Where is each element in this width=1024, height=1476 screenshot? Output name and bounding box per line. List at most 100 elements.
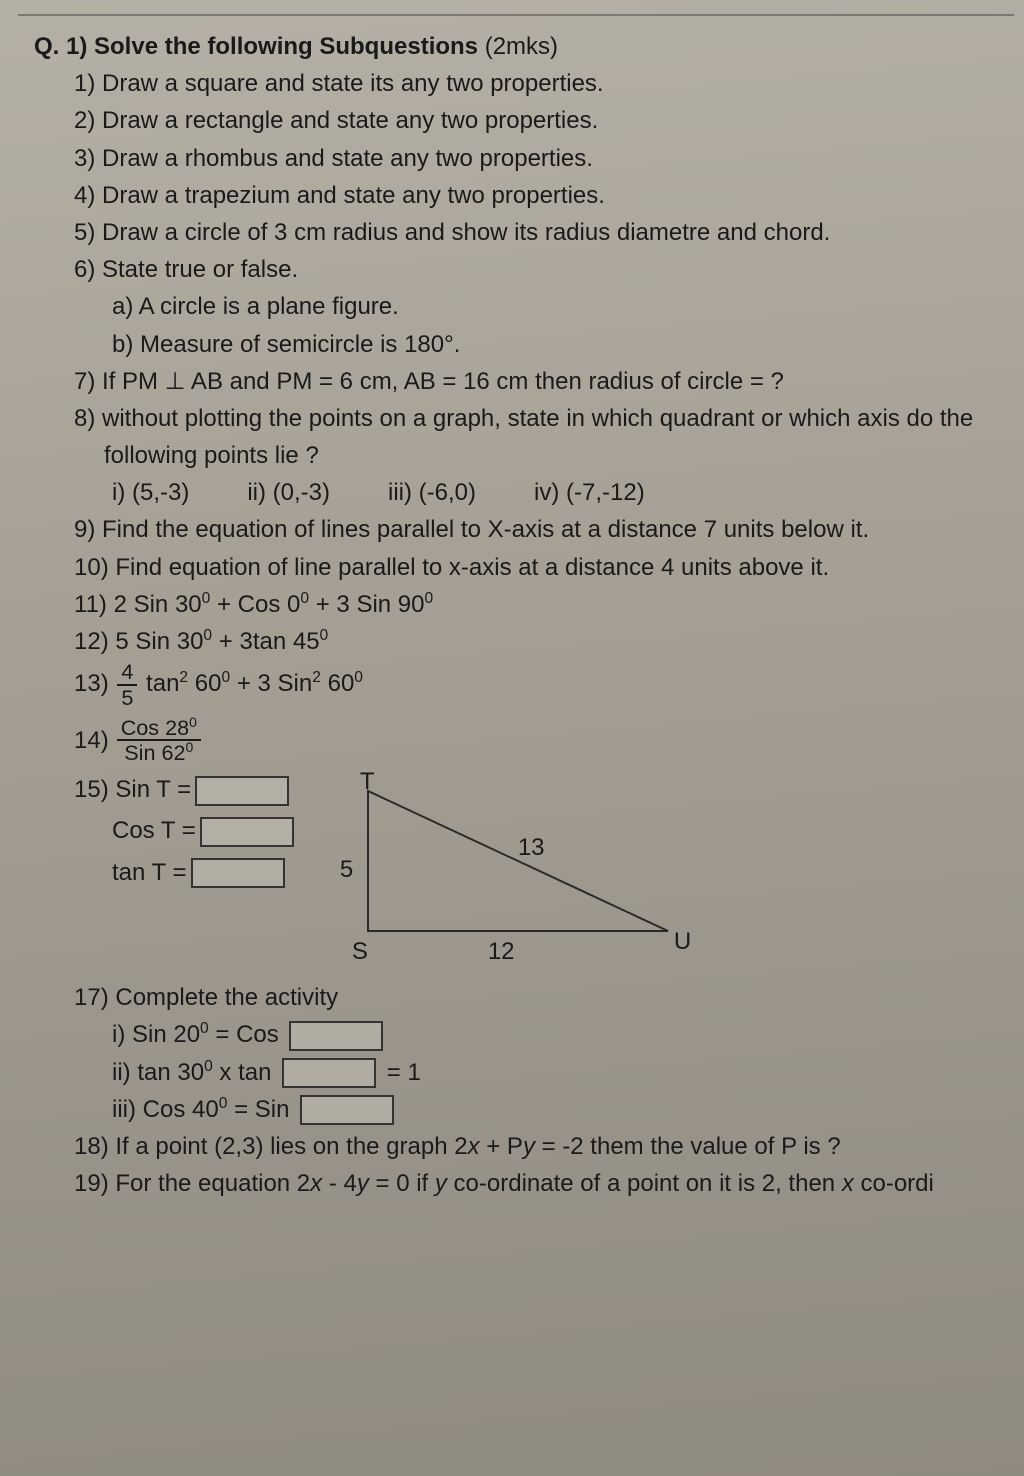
s15-sin-row: 15) Sin T = [74,771,298,808]
sub-6a: a) A circle is a plane figure. [112,288,1004,325]
deg-icon: 0 [203,627,212,644]
s18-c: = -2 them the value of P is ? [535,1133,841,1160]
s14-pre: 14) [74,722,109,759]
s17i-b: = Cos [215,1021,285,1048]
den-text: Sin 62 [124,740,185,765]
opt-iv: iv) (-7,-12) [534,474,645,511]
q-marks: (2mks) [485,33,558,60]
s19-x2: x [842,1170,854,1197]
s19-a: 19) For the equation 2 [74,1170,310,1197]
blank-box-icon [200,817,294,847]
sub-1: 1) Draw a square and state its any two p… [74,65,1004,102]
top-rule [18,14,1014,16]
s14-num: Cos 280 [117,716,201,742]
s13-adeg: 60 [188,670,221,697]
s12-a: 12) 5 Sin 30 [74,628,203,655]
s15-cos: Cos T = [112,817,196,844]
s18-b: + P [480,1133,523,1160]
sub-17: 17) Complete the activity [74,979,1004,1016]
sub-11: 11) 2 Sin 300 + Cos 00 + 3 Sin 900 [74,586,1004,623]
q-prefix: Q. 1) [34,33,87,60]
deg-icon: 0 [320,627,329,644]
sub-17iii: iii) Cos 400 = Sin [112,1091,1004,1128]
deg-icon: 0 [221,669,230,686]
sub-5: 5) Draw a circle of 3 cm radius and show… [74,214,1004,251]
opt-iii: iii) (-6,0) [388,474,476,511]
sub-9: 9) Find the equation of lines parallel t… [74,511,1004,548]
triangle-diagram: T 5 S 12 U 13 [328,771,708,961]
s15-sin: 15) Sin T = [74,776,191,803]
label-U: U [674,923,691,960]
s18-a: 18) If a point (2,3) lies on the graph 2 [74,1133,468,1160]
deg-icon: 0 [425,590,434,607]
s19-x: x [310,1170,322,1197]
s14-den: Sin 620 [117,741,201,765]
blank-box-icon [282,1058,376,1088]
s11-c: + 3 Sin 90 [316,591,425,618]
opt-ii: ii) (0,-3) [247,474,330,511]
deg-icon: 0 [354,669,363,686]
sub-17ii: ii) tan 300 x tan = 1 [112,1054,1004,1091]
sub-14: 14) Cos 280 Sin 620 [74,716,1004,766]
sub-15-eqs: 15) Sin T = Cos T = tan T = [74,771,298,891]
s11-a: 11) 2 Sin 30 [74,591,202,618]
label-T: T [360,763,375,800]
deg-icon: 0 [204,1058,213,1075]
deg-icon: 0 [300,590,309,607]
deg-icon: 0 [202,590,211,607]
s13-b: + 3 Sin [237,670,312,697]
deg-icon: 0 [189,714,197,730]
opt-i: i) (5,-3) [112,474,189,511]
s13-a: tan [146,670,179,697]
label-TU: 13 [518,829,545,866]
sub-10: 10) Find equation of line parallel to x-… [74,549,1004,586]
s19-c: = 0 if [369,1170,435,1197]
sub-8-l2: following points lie ? [104,437,1004,474]
sub-3: 3) Draw a rhombus and state any two prop… [74,140,1004,177]
blank-box-icon [191,858,285,888]
sub-17i: i) Sin 200 = Cos [112,1016,1004,1053]
sub-19: 19) For the equation 2x - 4y = 0 if y co… [74,1165,1004,1202]
sub-4: 4) Draw a trapezium and state any two pr… [74,177,1004,214]
label-S: S [352,933,368,970]
s19-y2: y [435,1170,447,1197]
s15-tan: tan T = [112,859,187,886]
blank-box-icon [195,776,289,806]
blank-box-icon [300,1095,394,1125]
num-text: Cos 28 [121,715,189,740]
deg-icon: 0 [186,739,194,755]
sub-12: 12) 5 Sin 300 + 3tan 450 [74,623,1004,660]
sub-15-row: 15) Sin T = Cos T = tan T = T 5 S 12 U 1… [74,771,1004,961]
s11-b: + Cos 0 [217,591,300,618]
s13-pre: 13) [74,670,115,697]
sub-6b: b) Measure of semicircle is 180°. [112,326,1004,363]
s17iii-b: = Sin [234,1096,296,1123]
s17ii-a: ii) tan 30 [112,1059,204,1086]
sub-18: 18) If a point (2,3) lies on the graph 2… [74,1128,1004,1165]
exam-page: Q. 1) Solve the following Subquestions (… [0,0,1024,1476]
fraction-icon: Cos 280 Sin 620 [117,716,201,766]
s17i-a: i) Sin 20 [112,1021,200,1048]
sub-6: 6) State true or false. [74,251,1004,288]
fraction-icon: 4 5 [117,660,137,710]
s19-y: y [357,1170,369,1197]
s17iii-a: iii) Cos 40 [112,1096,219,1123]
s17ii-b: x tan [219,1059,278,1086]
s17ii-c: = 1 [387,1059,421,1086]
s12-b: + 3tan 45 [219,628,320,655]
deg-icon: 0 [219,1095,228,1112]
s15-tan-row: tan T = [112,854,298,891]
s19-d: co-ordinate of a point on it is 2, then [447,1170,842,1197]
q-title: Solve the following Subquestions [94,33,478,60]
s15-cos-row: Cos T = [112,812,298,849]
s13-bdeg: 60 [321,670,354,697]
deg-icon: 0 [200,1020,209,1037]
label-SU: 12 [488,933,515,970]
s19-e: co-ordi [854,1170,934,1197]
exp: 2 [312,669,321,686]
question-header: Q. 1) Solve the following Subquestions (… [34,28,1004,65]
sub-2: 2) Draw a rectangle and state any two pr… [74,102,1004,139]
sub-7: 7) If PM ⊥ AB and PM = 6 cm, AB = 16 cm … [74,363,1004,400]
sub-13: 13) 4 5 tan2 600 + 3 Sin2 600 [74,660,1004,710]
blank-box-icon [289,1021,383,1051]
